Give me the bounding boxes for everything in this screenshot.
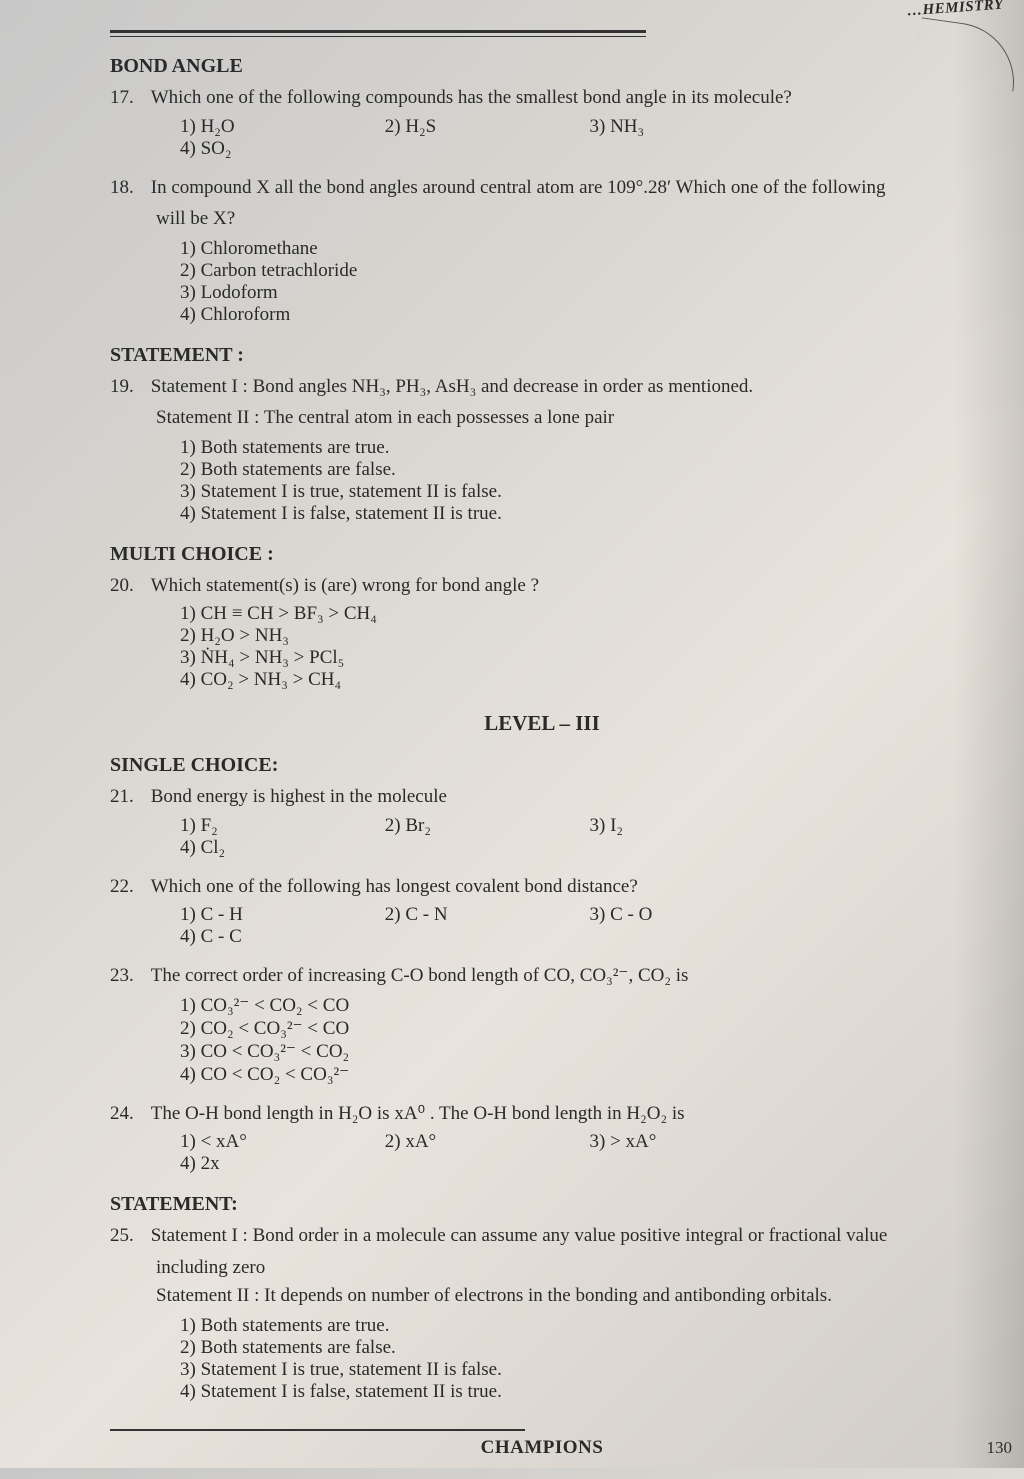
q25-text: Statement I : Bond order in a molecule c…	[151, 1222, 971, 1250]
q17-o2: 2) H₂S	[385, 116, 585, 138]
q23-num: 23.	[110, 962, 146, 990]
q17-o1: 1) H₂O	[180, 116, 380, 138]
level-heading: LEVEL – III	[110, 711, 974, 736]
q24-options: 1) < xA° 2) xA° 3) > xA° 4) 2x	[180, 1131, 974, 1175]
top-rule	[110, 30, 646, 37]
q23-options: 1) CO₃²⁻ < CO₂ < CO 2) CO₂ < CO₃²⁻ < CO …	[180, 994, 974, 1086]
q24-text: The O-H bond length in H₂O is xA⁰ . The …	[151, 1100, 971, 1128]
section-statement-1: STATEMENT :	[110, 344, 974, 367]
page-number: 130	[987, 1438, 1013, 1458]
q20-o3: 3) ṄH₄ > NH₃ > PCl₅	[180, 647, 580, 669]
question-20: 20. Which statement(s) is (are) wrong fo…	[110, 572, 974, 600]
q18-o3: 3) Lodoform	[180, 282, 580, 304]
q22-o1: 1) C - H	[180, 904, 380, 926]
question-19: 19. Statement I : Bond angles NH₃, PH₃, …	[110, 373, 974, 401]
q23-o1: 1) CO₃²⁻ < CO₂ < CO	[180, 994, 580, 1017]
q22-text: Which one of the following has longest c…	[151, 873, 971, 901]
q20-text: Which statement(s) is (are) wrong for bo…	[151, 572, 971, 600]
q21-text: Bond energy is highest in the molecule	[151, 783, 971, 811]
q19-text: Statement I : Bond angles NH₃, PH₃, AsH₃…	[151, 373, 971, 401]
q24-o1: 1) < xA°	[180, 1131, 380, 1153]
question-18: 18. In compound X all the bond angles ar…	[110, 174, 974, 202]
q20-options: 1) CH ≡ CH > BF₃ > CH₄ 2) H₂O > NH₃ 3) Ṅ…	[180, 603, 974, 691]
q18-sub: will be X?	[156, 205, 974, 234]
question-23: 23. The correct order of increasing C-O …	[110, 962, 974, 990]
q21-options: 1) F₂ 2) Br₂ 3) I₂ 4) Cl₂	[180, 815, 974, 859]
q24-o2: 2) xA°	[385, 1131, 585, 1153]
q21-o1: 1) F₂	[180, 815, 380, 837]
q19-num: 19.	[110, 373, 146, 401]
q25-sub1: including zero	[156, 1254, 974, 1283]
q25-options: 1) Both statements are true. 2) Both sta…	[180, 1315, 974, 1403]
q21-num: 21.	[110, 783, 146, 811]
q18-o4: 4) Chloroform	[180, 304, 580, 326]
q24-num: 24.	[110, 1100, 146, 1128]
q20-o4: 4) CO₂ > NH₃ > CH₄	[180, 669, 580, 691]
q17-num: 17.	[110, 84, 146, 112]
q22-o4: 4) C - C	[180, 926, 380, 948]
q23-o2: 2) CO₂ < CO₃²⁻ < CO	[180, 1017, 580, 1040]
section-single: SINGLE CHOICE:	[110, 754, 974, 777]
q18-options: 1) Chloromethane 2) Carbon tetrachloride…	[180, 238, 974, 326]
q18-text: In compound X all the bond angles around…	[151, 174, 971, 202]
q22-options: 1) C - H 2) C - N 3) C - O 4) C - C	[180, 904, 974, 948]
q21-o3: 3) I₂	[590, 815, 790, 837]
q17-text: Which one of the following compounds has…	[151, 84, 971, 112]
q21-o4: 4) Cl₂	[180, 837, 380, 859]
q22-o2: 2) C - N	[385, 904, 585, 926]
q20-o1: 1) CH ≡ CH > BF₃ > CH₄	[180, 603, 580, 625]
q22-num: 22.	[110, 873, 146, 901]
q25-o3: 3) Statement I is true, statement II is …	[180, 1359, 580, 1381]
q25-o4: 4) Statement I is false, statement II is…	[180, 1381, 580, 1403]
question-17: 17. Which one of the following compounds…	[110, 84, 974, 112]
q17-options: 1) H₂O 2) H₂S 3) NH₃ 4) SO₂	[180, 116, 974, 160]
q18-o1: 1) Chloromethane	[180, 238, 580, 260]
page-content: …HEMISTRY BOND ANGLE 17. Which one of th…	[0, 0, 1024, 1479]
q19-o2: 2) Both statements are false.	[180, 459, 580, 481]
q24-o4: 4) 2x	[180, 1153, 380, 1175]
question-21: 21. Bond energy is highest in the molecu…	[110, 783, 974, 811]
q17-o4: 4) SO₂	[180, 138, 380, 160]
q24-o3: 3) > xA°	[590, 1131, 790, 1153]
footer-text: CHAMPIONS	[110, 1437, 974, 1459]
footer-rule	[110, 1429, 525, 1431]
q17-o3: 3) NH₃	[590, 116, 790, 138]
q19-sub: Statement II : The central atom in each …	[156, 404, 974, 433]
q23-o4: 4) CO < CO₂ < CO₃²⁻	[180, 1063, 580, 1086]
q25-o2: 2) Both statements are false.	[180, 1337, 580, 1359]
q19-options: 1) Both statements are true. 2) Both sta…	[180, 437, 974, 525]
q19-o1: 1) Both statements are true.	[180, 437, 580, 459]
section-bond-angle: BOND ANGLE	[110, 55, 974, 78]
q25-num: 25.	[110, 1222, 146, 1250]
q20-num: 20.	[110, 572, 146, 600]
q19-o3: 3) Statement I is true, statement II is …	[180, 481, 580, 503]
header-subject: …HEMISTRY	[907, 0, 1005, 20]
question-22: 22. Which one of the following has longe…	[110, 873, 974, 901]
q23-o3: 3) CO < CO₃²⁻ < CO₂	[180, 1040, 580, 1063]
q21-o2: 2) Br₂	[385, 815, 585, 837]
question-25: 25. Statement I : Bond order in a molecu…	[110, 1222, 974, 1250]
q18-num: 18.	[110, 174, 146, 202]
q23-text: The correct order of increasing C-O bond…	[151, 962, 971, 990]
q20-o2: 2) H₂O > NH₃	[180, 625, 580, 647]
section-statement-2: STATEMENT:	[110, 1193, 974, 1216]
q25-o1: 1) Both statements are true.	[180, 1315, 580, 1337]
q18-o2: 2) Carbon tetrachloride	[180, 260, 580, 282]
q19-o4: 4) Statement I is false, statement II is…	[180, 503, 580, 525]
section-multi: MULTI CHOICE :	[110, 543, 974, 566]
q25-sub2: Statement II : It depends on number of e…	[156, 1282, 974, 1311]
question-24: 24. The O-H bond length in H₂O is xA⁰ . …	[110, 1100, 974, 1128]
q22-o3: 3) C - O	[590, 904, 790, 926]
